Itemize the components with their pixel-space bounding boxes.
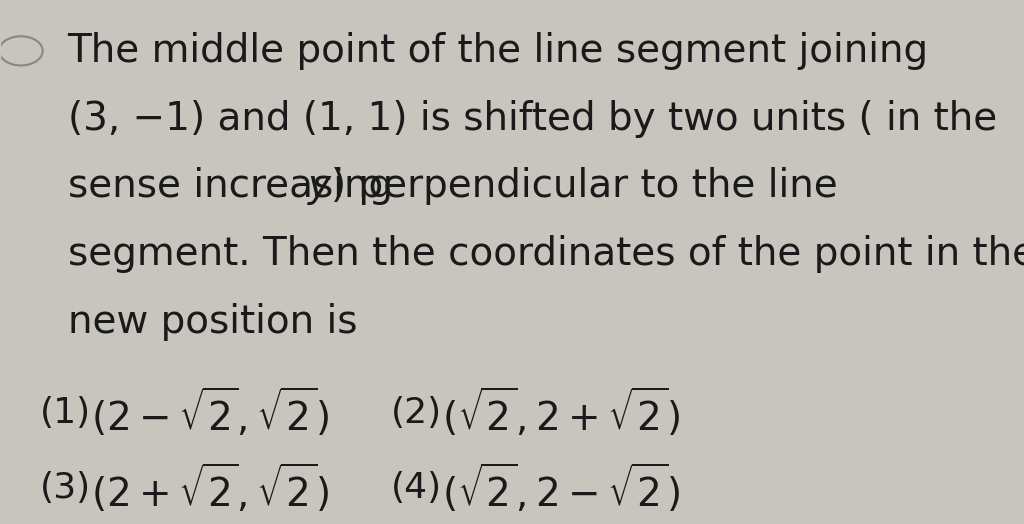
Text: (4): (4) — [391, 471, 442, 505]
Text: segment. Then the coordinates of the point in the: segment. Then the coordinates of the poi… — [68, 235, 1024, 273]
Text: new position is: new position is — [68, 303, 357, 341]
Text: ) perpendicular to the line: ) perpendicular to the line — [331, 167, 838, 205]
Text: $(\sqrt{2},2+\sqrt{2})$: $(\sqrt{2},2+\sqrt{2})$ — [441, 386, 680, 440]
Text: (3, −1) and (1, 1) is shifted by two units ( in the: (3, −1) and (1, 1) is shifted by two uni… — [68, 100, 997, 138]
Text: The middle point of the line segment joining: The middle point of the line segment joi… — [68, 32, 929, 70]
Text: (3): (3) — [40, 471, 91, 505]
Text: $(2+\sqrt{2},\sqrt{2})$: $(2+\sqrt{2},\sqrt{2})$ — [91, 462, 329, 515]
Text: sense increasing: sense increasing — [68, 167, 406, 205]
Text: y: y — [307, 167, 331, 205]
Text: (1): (1) — [40, 396, 91, 430]
Text: (2): (2) — [391, 396, 442, 430]
Text: $(2-\sqrt{2},\sqrt{2})$: $(2-\sqrt{2},\sqrt{2})$ — [91, 386, 329, 440]
Text: $(\sqrt{2},2-\sqrt{2})$: $(\sqrt{2},2-\sqrt{2})$ — [441, 462, 680, 515]
